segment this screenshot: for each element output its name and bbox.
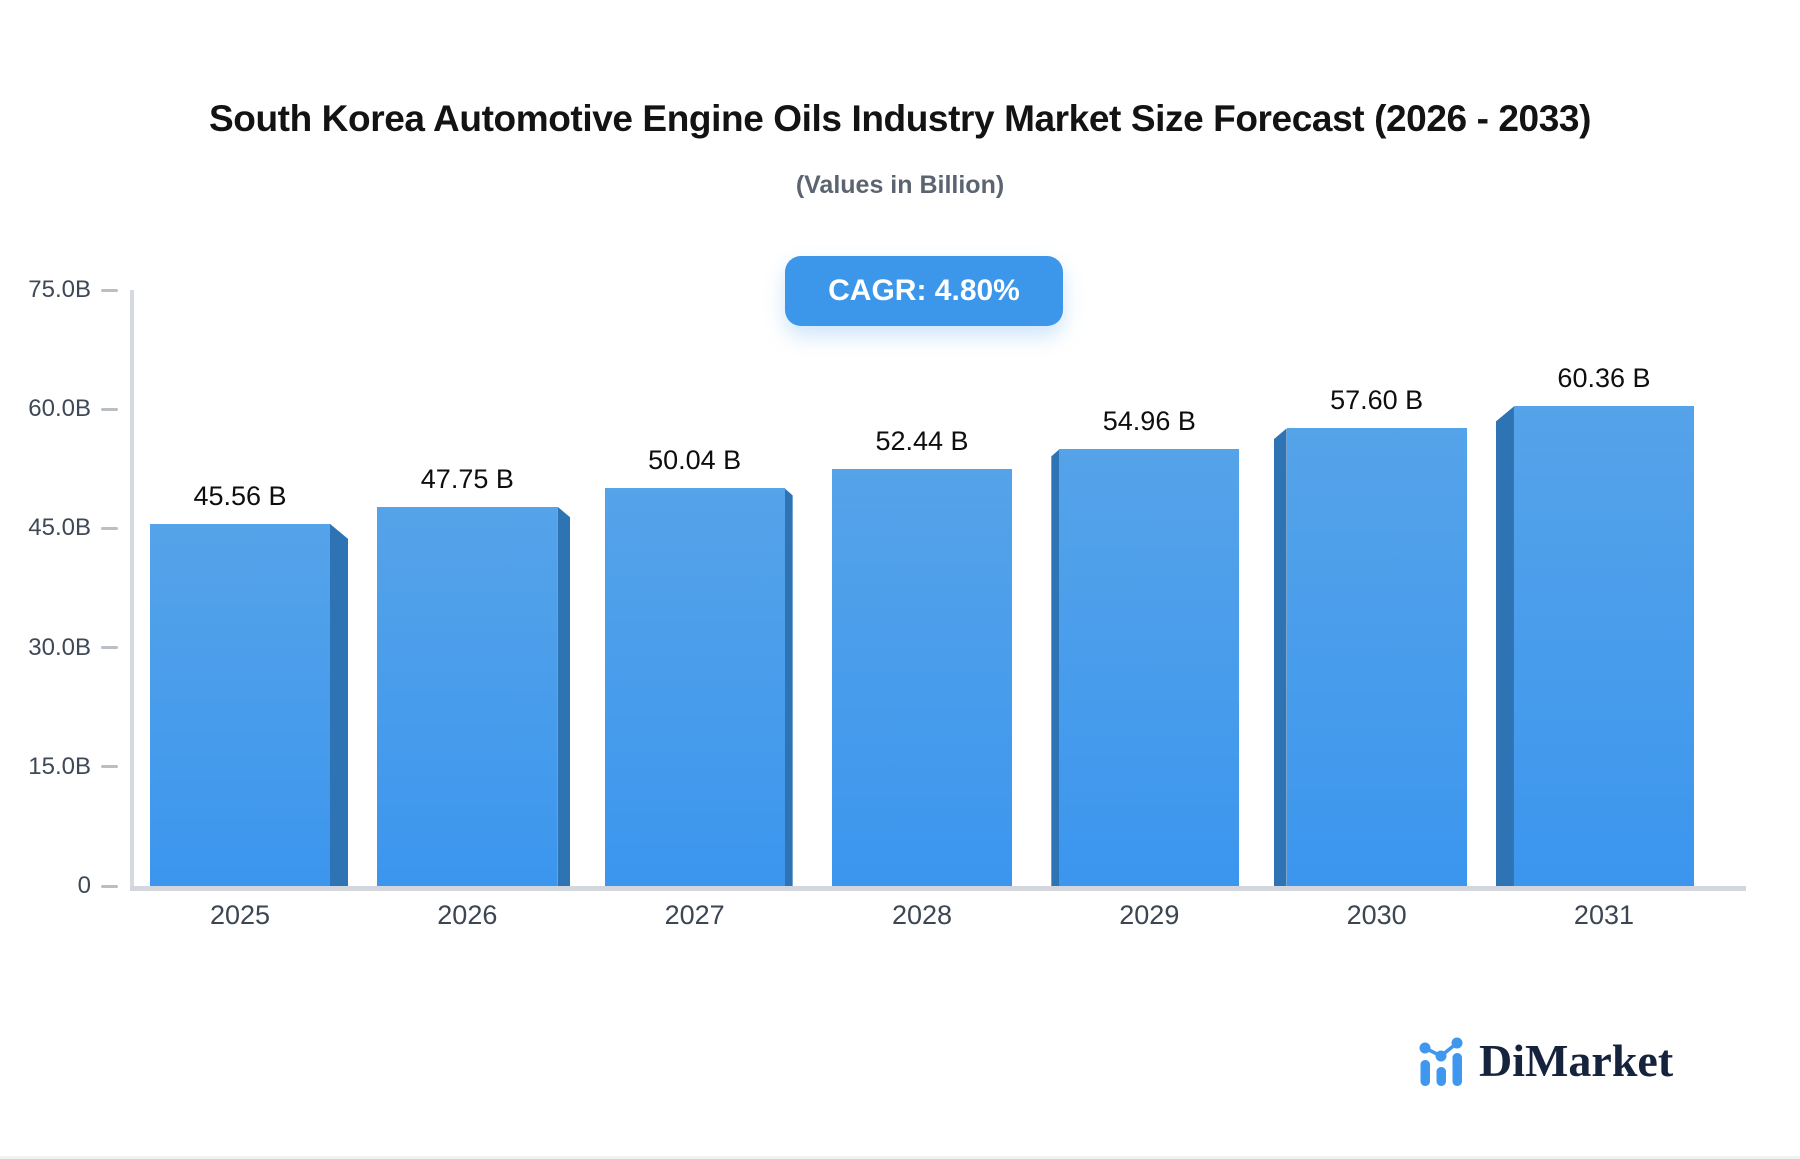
bar-value-label-2030: 57.60 B (1330, 385, 1424, 416)
bar-value-label-2026: 47.75 B (420, 463, 514, 494)
y-tick-dash (101, 884, 118, 888)
y-tick-label: 75.0B (28, 276, 91, 303)
y-tick-dash (101, 646, 118, 650)
chart-title: South Korea Automotive Engine Oils Indus… (208, 98, 1592, 139)
bar-2025[interactable] (150, 523, 348, 886)
dimarket-logo: DiMarket (1418, 1036, 1673, 1086)
bar-2028[interactable] (831, 469, 1012, 886)
plot-area: 45.56 B 47.75 B 50.04 B 52.44 B 54.96 B 57.60… (132, 290, 1742, 886)
bar-2026[interactable] (377, 506, 571, 886)
y-tick-dash (101, 407, 118, 411)
y-tick-dash (101, 765, 118, 769)
y-tick-label: 60.0B (28, 395, 91, 423)
bar-face (1513, 406, 1694, 886)
mini-bar-chart-icon (1419, 1037, 1463, 1086)
x-axis-label-2028: 2028 (891, 900, 953, 930)
bar-2027[interactable] (604, 488, 793, 886)
y-axis: 75.0B 60.0B 45.0B 30.0B 15.0B 0 (0, 276, 130, 899)
x-axis-label-2025: 2025 (209, 900, 271, 930)
y-tick-0: 0 (78, 872, 130, 900)
y-tick-45.0B: 45.0B (28, 514, 130, 542)
y-tick-15.0B: 15.0B (28, 753, 130, 781)
bar-face (604, 488, 785, 886)
y-tick-label: 15.0B (28, 752, 91, 780)
y-tick-75.0B: 75.0B (28, 276, 130, 304)
y-tick-dash (101, 526, 118, 530)
y-tick-30.0B: 30.0B (28, 634, 130, 662)
bar-side-face (1495, 406, 1514, 886)
bar-side-face (557, 506, 571, 886)
bar-face (1286, 428, 1467, 886)
y-tick-label: 45.0B (28, 514, 91, 542)
bar-value-label-2029: 54.96 B (1102, 406, 1196, 437)
bar-side-face (1051, 449, 1060, 886)
bar-side-face (330, 523, 348, 886)
bar-value-label-2028: 52.44 B (875, 426, 969, 457)
y-tick-label: 0 (77, 872, 91, 899)
bar-2030[interactable] (1273, 428, 1467, 886)
bar-value-label-2027: 50.04 B (648, 445, 742, 476)
x-axis-label-2029: 2029 (1119, 900, 1180, 930)
x-axis-label-2030: 2030 (1346, 900, 1407, 930)
cagr-badge-label: CAGR: 4.80% (828, 274, 1020, 307)
x-axis-label-2026: 2026 (437, 900, 498, 930)
bar-face (831, 469, 1012, 886)
x-axis-label-2031: 2031 (1573, 900, 1634, 930)
cagr-badge: CAGR: 4.80% (785, 256, 1063, 326)
x-axis-line (130, 886, 1746, 891)
y-axis-line (130, 290, 134, 886)
bar-value-label-2031: 60.36 B (1557, 363, 1651, 394)
bar-2029[interactable] (1051, 449, 1240, 886)
bar-2031[interactable] (1495, 406, 1694, 886)
bar-face (377, 506, 558, 886)
x-axis: 2025 2026 2027 2028 2029 2030 2031 (132, 900, 1742, 940)
y-tick-label: 30.0B (28, 633, 91, 661)
logo-wordmark: DiMarket (1479, 1035, 1674, 1086)
bar-side-face (1273, 428, 1287, 886)
logo-icon-shapes (1419, 1037, 1463, 1086)
bar-side-face (784, 488, 793, 886)
bar-face (1059, 449, 1240, 886)
y-tick-60.0B: 60.0B (28, 395, 130, 423)
y-tick-dash (101, 288, 118, 292)
chart-subtitle: (Values in Billion) (795, 171, 1005, 199)
x-axis-label-2027: 2027 (664, 900, 725, 930)
bar-face (150, 523, 330, 886)
bar-value-label-2025: 45.56 B (193, 480, 287, 511)
